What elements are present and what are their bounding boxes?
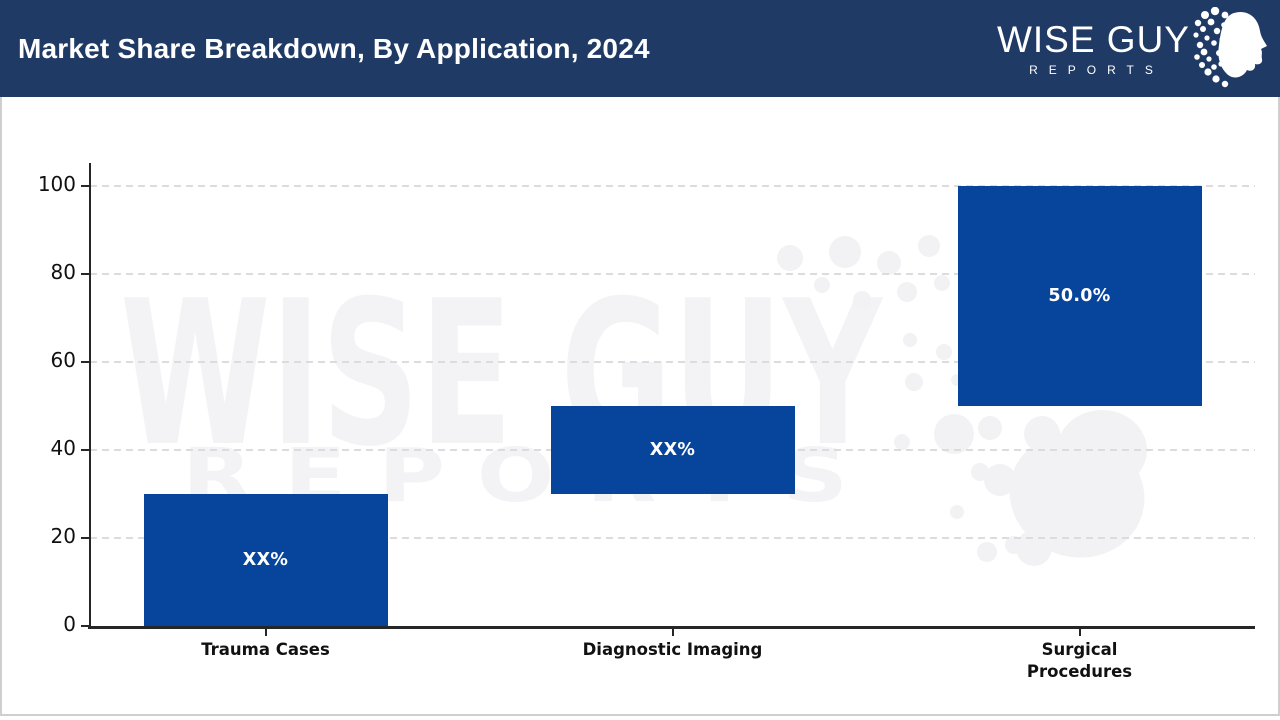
y-tick-mark	[81, 625, 90, 627]
y-tick-label: 100	[37, 172, 76, 196]
y-tick-label: 80	[50, 260, 76, 284]
y-tick-label: 20	[50, 524, 76, 548]
content-area: WISE GUY R E P O R T S 0 20 40 60 80 100 XX% Tr…	[0, 97, 1280, 716]
x-tick-mark	[1078, 629, 1081, 636]
bar-value-label: 50.0%	[1048, 286, 1111, 306]
y-tick-label: 60	[50, 348, 76, 372]
page-title: Market Share Breakdown, By Application, …	[18, 32, 650, 64]
x-tick-mark	[671, 629, 674, 636]
x-tick-mark	[264, 629, 267, 636]
gridline	[90, 185, 1255, 187]
gridline	[90, 537, 1255, 539]
y-axis	[89, 163, 91, 629]
bar: 50.0%	[957, 186, 1202, 406]
logo-subtitle: REPORTS	[1029, 62, 1164, 77]
watermark: WISE GUY R E P O R T S	[120, 235, 1147, 566]
y-tick-mark	[81, 361, 90, 363]
x-category-label: Diagnostic Imaging	[582, 640, 763, 659]
gridline	[90, 361, 1255, 363]
face-profile-logo-icon	[1193, 7, 1267, 88]
chart-area: 0 20 40 60 80 100 XX% Trauma Cases XX% Diagnostic…	[2, 97, 1278, 714]
x-axis	[88, 626, 1255, 629]
bar: XX%	[143, 494, 388, 626]
y-tick-mark	[81, 185, 90, 187]
y-tick-label: 0	[63, 612, 76, 636]
y-tick-mark	[81, 537, 90, 539]
x-category-label: Surgical Procedures	[1026, 640, 1133, 682]
wise-guy-logo: WISE GUY REPORTS	[997, 7, 1270, 91]
logo-wordmark: WISE GUY	[996, 19, 1190, 61]
x-category-label: Trauma Cases	[201, 640, 330, 659]
watermark-face-dots	[777, 235, 1147, 566]
y-tick-label: 40	[50, 436, 76, 460]
y-tick-mark	[81, 273, 90, 275]
gridline	[90, 273, 1255, 275]
bar-value-label: XX%	[649, 440, 696, 460]
logo-text: WISE GUY REPORTS	[996, 19, 1190, 77]
header-bar: Market Share Breakdown, By Application, …	[0, 0, 1280, 97]
bar-value-label: XX%	[242, 550, 289, 570]
bar: XX%	[550, 406, 795, 494]
y-tick-mark	[81, 449, 90, 451]
